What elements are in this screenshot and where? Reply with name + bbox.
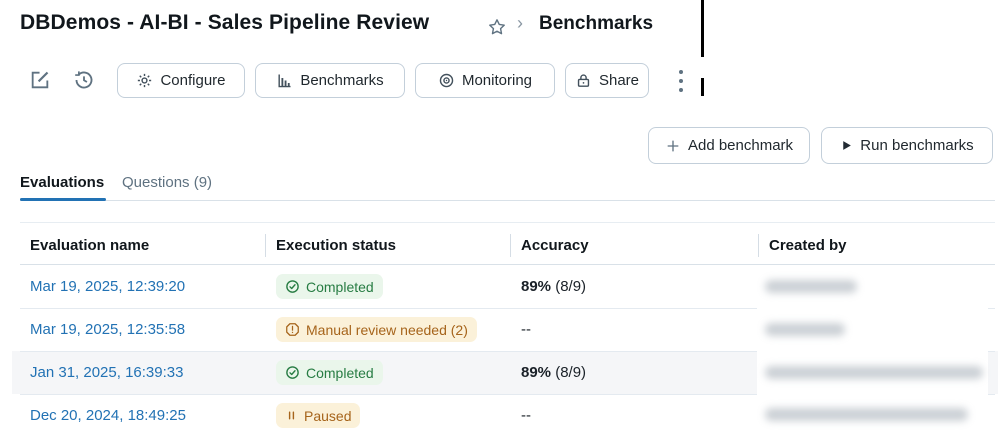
run-benchmarks-label: Run benchmarks (860, 137, 974, 154)
evaluation-link[interactable]: Dec 20, 2024, 18:49:25 (30, 407, 186, 424)
status-badge-completed: Completed (276, 274, 383, 299)
run-benchmarks-button[interactable]: Run benchmarks (821, 127, 993, 164)
edit-button[interactable] (27, 67, 53, 93)
created-by-redacted-blur (765, 408, 968, 421)
created-by-redacted-blur (765, 280, 857, 293)
column-divider (265, 234, 266, 257)
configure-label: Configure (160, 72, 226, 89)
share-label: Share (598, 72, 640, 89)
status-label: Paused (304, 407, 352, 424)
benchmarks-label: Benchmarks (300, 72, 384, 89)
column-header-execution-status[interactable]: Execution status (276, 237, 397, 254)
created-by-redacted-blur (765, 366, 983, 379)
play-icon (840, 139, 853, 152)
column-header-created-by[interactable]: Created by (769, 237, 847, 254)
row-separator (20, 351, 995, 352)
status-label: Completed (306, 364, 374, 381)
share-button[interactable]: Share (565, 63, 649, 98)
table-header-border (20, 264, 995, 265)
accuracy-cell: -- (521, 321, 531, 338)
star-icon (487, 17, 507, 37)
status-label: Manual review needed (2) (306, 321, 468, 338)
alert-octagon-icon (285, 322, 300, 337)
column-header-accuracy[interactable]: Accuracy (521, 237, 589, 254)
history-clock-icon (73, 69, 95, 91)
breadcrumb-separator: › (517, 13, 523, 33)
evaluation-link[interactable]: Jan 31, 2025, 16:39:33 (30, 364, 184, 381)
active-tab-underline (20, 198, 106, 201)
monitoring-eye-icon (438, 72, 455, 89)
status-badge-completed: Completed (276, 360, 383, 385)
configure-button[interactable]: Configure (117, 63, 245, 98)
plus-icon (665, 138, 681, 154)
edit-icon (29, 69, 51, 91)
column-divider (758, 234, 759, 257)
tab-questions[interactable]: Questions (9) (122, 174, 213, 191)
benchmarks-button[interactable]: Benchmarks (255, 63, 405, 98)
created-by-redacted-blur (765, 323, 845, 336)
favorite-star-button[interactable] (486, 16, 508, 38)
evaluation-link[interactable]: Mar 19, 2025, 12:39:20 (30, 278, 186, 295)
status-badge-manual-review: Manual review needed (2) (276, 317, 477, 342)
tabs-bottom-border (20, 200, 995, 201)
page-title: DBDemos - AI-BI - Sales Pipeline Review (20, 11, 430, 34)
evaluation-link[interactable]: Mar 19, 2025, 12:35:58 (30, 321, 186, 338)
lock-icon (575, 72, 592, 89)
check-circle-icon (285, 279, 300, 294)
version-history-button[interactable] (71, 67, 97, 93)
status-label: Completed (306, 278, 374, 295)
pause-icon (285, 409, 298, 422)
kebab-menu-icon (678, 68, 684, 94)
accuracy-cell: 89% (8/9) (521, 364, 587, 381)
bar-chart-icon (276, 72, 293, 89)
vertical-divider-line-short (701, 78, 704, 96)
breadcrumb-current: Benchmarks (539, 13, 654, 34)
column-divider (510, 234, 511, 257)
check-circle-icon (285, 365, 300, 380)
created-by-redaction-area (757, 268, 988, 438)
column-header-evaluation-name[interactable]: Evaluation name (30, 237, 150, 254)
accuracy-cell: -- (521, 407, 531, 424)
monitoring-label: Monitoring (461, 72, 533, 89)
gear-icon (136, 72, 153, 89)
more-options-button[interactable] (672, 66, 690, 96)
status-badge-paused: Paused (276, 403, 361, 428)
table-top-border (20, 222, 995, 223)
accuracy-cell: 89% (8/9) (521, 278, 587, 295)
tab-evaluations[interactable]: Evaluations (20, 174, 105, 191)
row-separator (20, 394, 995, 395)
vertical-divider-line (701, 0, 704, 57)
add-benchmark-label: Add benchmark (687, 137, 794, 154)
row-separator (20, 308, 995, 309)
monitoring-button[interactable]: Monitoring (415, 63, 555, 98)
add-benchmark-button[interactable]: Add benchmark (648, 127, 810, 164)
